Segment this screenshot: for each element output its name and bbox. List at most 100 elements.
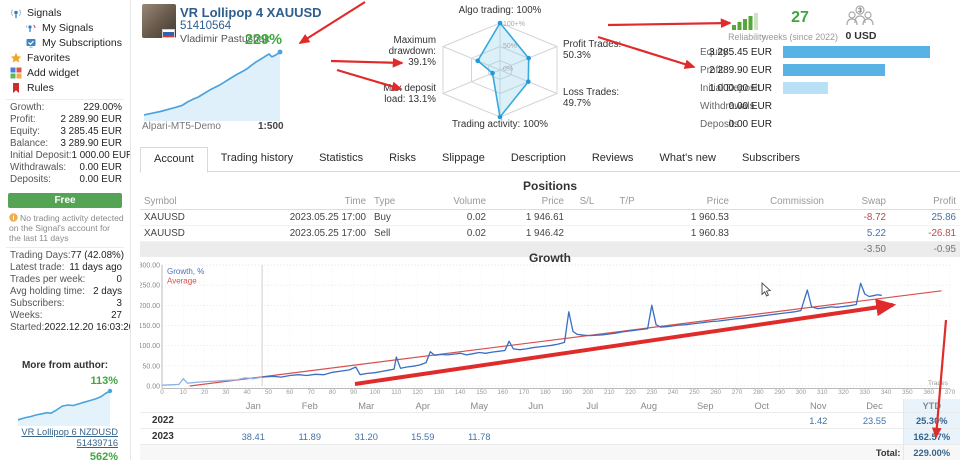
cell: Jul bbox=[564, 399, 621, 413]
cell: 229.00% bbox=[902, 444, 960, 460]
cell bbox=[507, 412, 564, 429]
cell bbox=[606, 209, 648, 226]
cell bbox=[451, 444, 508, 460]
svg-text:350: 350 bbox=[902, 389, 913, 396]
svg-text:Growth, %: Growth, % bbox=[167, 267, 204, 276]
sidebar-item-my-signals[interactable]: My Signals bbox=[0, 20, 130, 35]
svg-text:40: 40 bbox=[244, 389, 252, 396]
cell bbox=[568, 241, 606, 257]
sidebar-item-label: Favorites bbox=[27, 51, 71, 64]
tab-slippage[interactable]: Slippage bbox=[442, 152, 485, 164]
stat-value: 2 289.90 EUR bbox=[60, 114, 122, 125]
tab-subscribers[interactable]: Subscribers bbox=[741, 152, 801, 164]
tab-account[interactable]: Account bbox=[140, 147, 208, 173]
cell bbox=[677, 444, 734, 460]
cell bbox=[225, 444, 282, 460]
balance-bar bbox=[783, 64, 885, 76]
account-stat-row: Profit: 2 289.90 EUR bbox=[0, 114, 130, 126]
tab-trading-history[interactable]: Trading history bbox=[220, 152, 294, 164]
tab-reviews[interactable]: Reviews bbox=[591, 152, 634, 164]
positions-col-time: Time bbox=[195, 194, 370, 210]
balance-label-profit: Profit bbox=[700, 65, 724, 76]
sidebar-item-label: Rules bbox=[27, 81, 54, 94]
stat-value: 2022.12.20 16:03:20 bbox=[44, 322, 131, 333]
stat-value: 11 days ago bbox=[69, 262, 122, 273]
svg-text:270: 270 bbox=[732, 389, 743, 396]
cell: 25.30% bbox=[902, 412, 960, 429]
info-icon: i bbox=[9, 213, 18, 222]
svg-text:10: 10 bbox=[180, 389, 188, 396]
cell bbox=[733, 225, 828, 242]
sidebar-item-rules[interactable]: Rules bbox=[0, 80, 130, 95]
cell bbox=[140, 241, 195, 257]
cell: 1 946.42 bbox=[490, 225, 568, 242]
signal-radar-chart: 100+% 50% 0% bbox=[442, 20, 558, 120]
account-stat-row: Deposits: 0.00 EUR bbox=[0, 174, 130, 186]
sidebar-item-label: Add widget bbox=[27, 66, 79, 79]
cell bbox=[790, 444, 847, 460]
cell bbox=[733, 444, 790, 460]
stat-label: Subscribers: bbox=[10, 298, 65, 309]
signal-title[interactable]: VR Lollipop 4 XAUUSD bbox=[180, 5, 322, 20]
tab-statistics[interactable]: Statistics bbox=[319, 152, 364, 164]
account-stat-row: Initial Deposit: 1 000.00 EUR bbox=[0, 150, 130, 162]
subscribers-count: 3 bbox=[858, 8, 862, 15]
tab-description[interactable]: Description bbox=[510, 152, 566, 164]
tab-risks[interactable]: Risks bbox=[389, 152, 416, 164]
cell: 1 960.53 bbox=[648, 209, 733, 226]
cell bbox=[733, 412, 790, 429]
sidebar-item-favorites[interactable]: Favorites bbox=[0, 50, 130, 65]
author-signal-chart[interactable] bbox=[14, 387, 118, 427]
svg-text:0.00: 0.00 bbox=[146, 384, 160, 391]
account-stat-row: Withdrawals: 0.00 EUR bbox=[0, 162, 130, 174]
stat-value: 0 bbox=[116, 274, 122, 285]
tab-what-s-new[interactable]: What's new bbox=[659, 152, 716, 164]
balance-label-equity: Equity bbox=[700, 47, 728, 58]
cell: Jun bbox=[507, 399, 564, 413]
radar-axis-label-profit-trades: Profit Trades: 50.3% bbox=[563, 39, 622, 61]
signal-id: 51410564 bbox=[180, 20, 232, 32]
trading-stat-row: Subscribers: 3 bbox=[0, 298, 130, 310]
cell bbox=[606, 225, 648, 242]
author-signal-link[interactable]: VR Lollipop 6 NZDUSD bbox=[21, 427, 118, 437]
cell bbox=[620, 444, 677, 460]
signal-author[interactable]: Vladimir Pastushak bbox=[180, 33, 270, 45]
cell: 11.78 bbox=[451, 428, 508, 445]
cell: XAUUSD bbox=[140, 225, 195, 242]
stat-value: 3 285.45 EUR bbox=[60, 126, 122, 137]
cell bbox=[846, 428, 903, 445]
svg-text:230: 230 bbox=[647, 389, 658, 396]
svg-text:30: 30 bbox=[222, 389, 230, 396]
cell bbox=[568, 209, 606, 226]
svg-text:20: 20 bbox=[201, 389, 209, 396]
cell bbox=[564, 428, 621, 445]
cell bbox=[451, 412, 508, 429]
cell: Sep bbox=[677, 399, 734, 413]
trading-stat-row: Trades per week: 0 bbox=[0, 274, 130, 286]
balance-bar bbox=[783, 46, 930, 58]
positions-row: XAUUSD 2023.05.25 17:00 Buy 0.02 1 946.61 1 9… bbox=[140, 209, 960, 226]
stat-value: 0.00 EUR bbox=[79, 162, 122, 173]
svg-text:360: 360 bbox=[923, 389, 934, 396]
growth-sparkline-chart bbox=[143, 49, 283, 121]
svg-text:Average: Average bbox=[167, 277, 197, 286]
cell: -8.72 bbox=[828, 209, 890, 226]
trading-stats-list: Trading Days: 77 (42.08%) Latest trade: 11 … bbox=[0, 250, 130, 334]
free-button[interactable]: Free bbox=[8, 193, 122, 208]
no-activity-notice: i No trading activity detected on the Sig… bbox=[9, 213, 124, 243]
monthly-growth-table: Jan Feb Mar Apr May Jun Jul Aug Sep Oct Nov Dec YTD 2… bbox=[140, 399, 960, 460]
cell: Sell bbox=[370, 225, 425, 242]
balance-label-withdrawals: Withdrawals bbox=[700, 101, 755, 112]
sidebar-item-my-subscriptions[interactable]: My Subscriptions bbox=[0, 35, 130, 50]
growth-title: Growth bbox=[529, 251, 571, 265]
stat-label: Growth: bbox=[10, 102, 45, 113]
annotation-arrow bbox=[607, 18, 732, 28]
sidebar: Signals My Signals My Subscriptions Favorit… bbox=[0, 0, 131, 460]
sidebar-item-signals[interactable]: Signals bbox=[0, 5, 130, 20]
stat-value: 0.00 EUR bbox=[79, 174, 122, 185]
author-signal-id-link[interactable]: 51439716 bbox=[76, 438, 118, 448]
cell: 1 960.83 bbox=[648, 225, 733, 242]
cell: Total: bbox=[846, 444, 903, 460]
sidebar-item-add-widget[interactable]: Add widget bbox=[0, 65, 130, 80]
cell: Dec bbox=[846, 399, 903, 413]
